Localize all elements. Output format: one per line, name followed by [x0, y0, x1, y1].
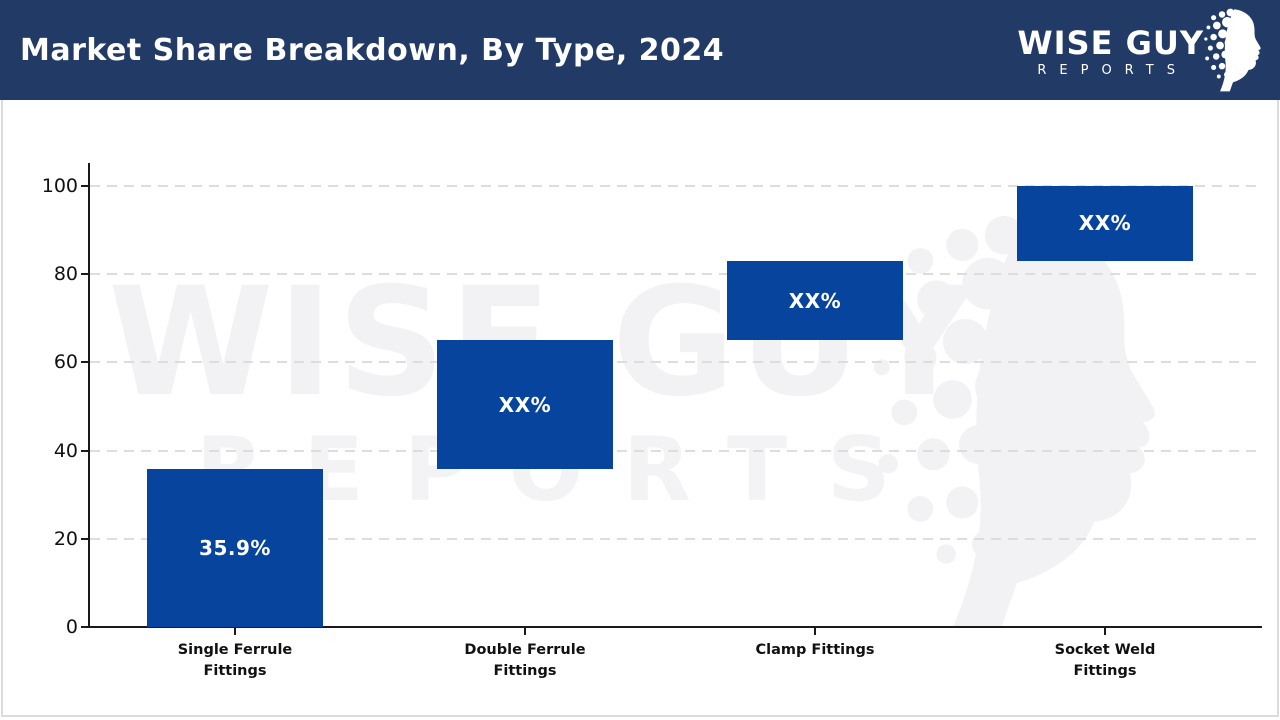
y-axis-tick-label: 40: [53, 439, 78, 462]
y-axis-tick-label: 0: [65, 616, 78, 638]
x-axis-tick: [234, 628, 236, 635]
x-axis-line: [88, 626, 1262, 628]
y-axis-tick: [81, 626, 88, 628]
logo-wordmark: WISE GUY: [1017, 24, 1204, 62]
gridline: [90, 537, 1262, 540]
bar: XX%: [727, 260, 903, 341]
y-axis-tick-label: 60: [53, 351, 78, 374]
bar-value-label: XX%: [1078, 211, 1132, 236]
bar-value-label: XX%: [498, 392, 552, 417]
y-axis-line: [88, 163, 90, 628]
y-axis-tick-label: 100: [41, 175, 78, 197]
gridline: [90, 185, 1262, 187]
x-axis-tick: [814, 628, 816, 635]
logo-subtext: REPORTS: [1037, 63, 1188, 78]
bar-value-label: 35.9%: [199, 535, 271, 560]
category-label: Clamp Fittings: [755, 642, 875, 658]
page-title: Market Share Breakdown, By Type, 2024: [20, 32, 725, 68]
wise-guy-logo: WISE GUY REPORTS: [1017, 8, 1266, 92]
x-axis-tick: [1104, 628, 1106, 635]
gridline: [90, 449, 1262, 452]
wise-guy-head-icon: [1204, 8, 1261, 92]
gridline: [90, 273, 1262, 276]
bar: 35.9%: [147, 468, 323, 627]
bar: XX%: [437, 340, 613, 469]
y-axis-tick: [81, 449, 88, 452]
y-axis-tick: [81, 273, 88, 276]
category-label: Socket Weld Fittings: [1054, 642, 1156, 680]
header-bar: Market Share Breakdown, By Type, 2024 WI…: [0, 0, 1280, 100]
y-axis-tick: [81, 185, 88, 187]
gridline: [90, 361, 1262, 364]
x-axis-tick: [524, 628, 526, 635]
logo-text: WISE GUY REPORTS: [1017, 27, 1204, 77]
y-axis-tick: [81, 361, 88, 364]
y-axis-tick-label: 20: [53, 527, 78, 550]
category-label: Double Ferrule Fittings: [464, 642, 586, 680]
bar: XX%: [1017, 186, 1193, 261]
bar-value-label: XX%: [788, 288, 842, 313]
category-label: Single Ferrule Fittings: [177, 642, 293, 680]
y-axis-tick: [81, 537, 88, 540]
y-axis-tick-label: 80: [53, 263, 78, 286]
